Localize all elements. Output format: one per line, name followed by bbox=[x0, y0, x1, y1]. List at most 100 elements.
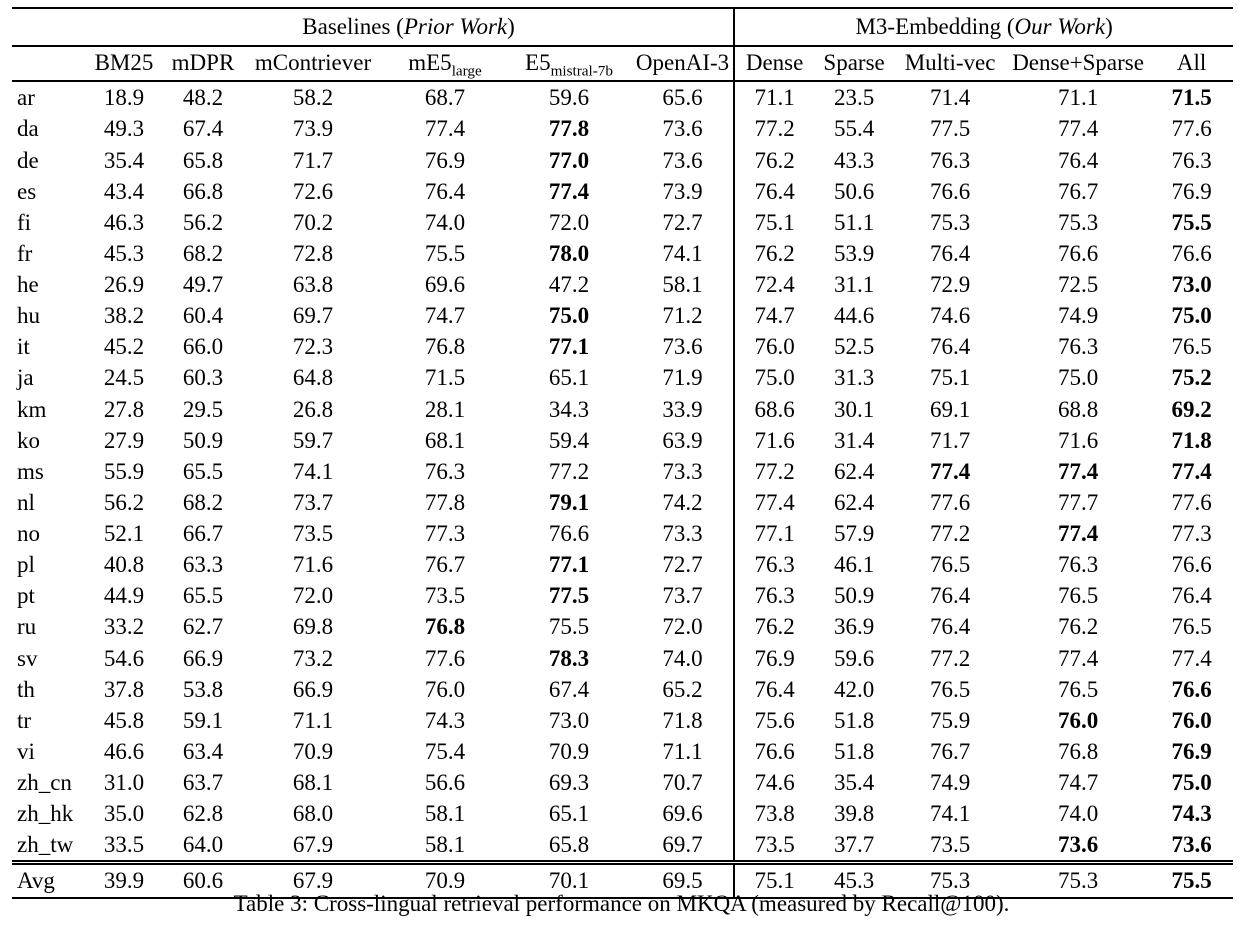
value-cell: 69.8 bbox=[292, 614, 334, 640]
value-cell: 74.6 bbox=[754, 770, 795, 795]
value-cell: 75.5 bbox=[1150, 860, 1234, 898]
value-cell: 76.2 bbox=[754, 147, 795, 173]
value-cell: 68.8 bbox=[1057, 396, 1099, 422]
column-header: Dense bbox=[734, 46, 815, 83]
value-cell: 23.5 bbox=[833, 85, 875, 111]
table-row: ms 55.9 65.5 74.1 76.3 77.2 73.3 77.2 62.4 77.4 77… bbox=[12, 455, 1233, 487]
value-cell: 70.9 bbox=[384, 860, 506, 898]
value-cell: 64.8 bbox=[292, 365, 334, 391]
value-cell: 69.2 bbox=[1171, 396, 1212, 422]
value-cell: 51.8 bbox=[833, 707, 875, 733]
value-cell: 31.4 bbox=[833, 427, 875, 453]
value-cell: 76.4 bbox=[424, 178, 466, 204]
value-cell: 77.2 bbox=[929, 645, 971, 671]
value-cell: 73.9 bbox=[292, 116, 334, 142]
value-cell: 77.2 bbox=[754, 458, 795, 484]
table-row: ja 24.5 60.3 64.8 71.5 65.1 71.9 75.0 31.3 75.1 75… bbox=[12, 362, 1233, 394]
value-cell: 69.7 bbox=[292, 303, 334, 329]
value-cell: 59.6 bbox=[548, 85, 590, 111]
value-cell: 76.3 bbox=[754, 552, 795, 578]
value-cell: 26.8 bbox=[292, 396, 334, 422]
value-cell: 63.7 bbox=[182, 770, 224, 795]
value-cell: 75.0 bbox=[548, 303, 590, 329]
value-cell: 76.4 bbox=[1171, 583, 1212, 609]
value-cell: 71.1 bbox=[1057, 85, 1099, 111]
table-row: ru 33.2 62.7 69.8 76.8 75.5 72.0 76.2 36.9 76.4 76… bbox=[12, 611, 1233, 643]
value-cell: 72.0 bbox=[548, 209, 590, 235]
lang-label: vi bbox=[17, 738, 35, 764]
value-cell: 77.6 bbox=[1171, 116, 1212, 142]
value-cell: 67.9 bbox=[242, 860, 384, 898]
value-cell: 53.9 bbox=[833, 240, 875, 266]
lang-label: Avg bbox=[12, 860, 84, 898]
value-cell: 72.7 bbox=[632, 206, 736, 238]
lang-label: he bbox=[17, 272, 39, 297]
value-cell: 60.6 bbox=[164, 860, 242, 898]
value-cell: 50.9 bbox=[182, 427, 224, 453]
value-cell: 76.6 bbox=[929, 178, 971, 204]
value-cell: 76.2 bbox=[754, 240, 795, 266]
value-cell: 74.1 bbox=[292, 458, 334, 484]
value-cell: 76.3 bbox=[1171, 147, 1212, 173]
value-cell: 64.0 bbox=[182, 832, 224, 858]
value-cell: 75.4 bbox=[424, 738, 466, 764]
value-cell: 37.8 bbox=[103, 676, 145, 702]
table-row: zh_cn 31.0 63.7 68.1 56.6 69.3 70.7 74.6 35.4 74.… bbox=[12, 767, 1233, 799]
value-cell: 33.5 bbox=[103, 832, 145, 858]
value-cell: 39.9 bbox=[84, 860, 164, 898]
value-cell: 72.5 bbox=[1057, 272, 1099, 297]
value-cell: 35.0 bbox=[103, 801, 145, 827]
value-cell: 77.5 bbox=[929, 116, 971, 142]
value-cell: 77.4 bbox=[929, 458, 971, 484]
value-cell: 76.0 bbox=[1057, 707, 1099, 733]
value-cell: 77.4 bbox=[548, 178, 590, 204]
value-cell: 68.0 bbox=[292, 801, 334, 827]
column-header: mE5large bbox=[384, 46, 506, 83]
value-cell: 76.3 bbox=[1057, 334, 1099, 360]
value-cell: 76.4 bbox=[929, 240, 971, 266]
value-cell: 53.8 bbox=[182, 676, 224, 702]
table-row: zh_tw 33.5 64.0 67.9 58.1 65.8 69.7 73.5 37.7 73.… bbox=[12, 829, 1233, 863]
value-cell: 45.3 bbox=[814, 860, 895, 898]
value-cell: 71.8 bbox=[1171, 427, 1212, 453]
value-cell: 73.5 bbox=[929, 832, 971, 858]
value-cell: 76.3 bbox=[1057, 552, 1099, 578]
value-cell: 69.1 bbox=[929, 396, 971, 422]
value-cell: 78.3 bbox=[548, 645, 590, 671]
value-cell: 74.9 bbox=[929, 770, 971, 795]
value-cell: 71.1 bbox=[632, 735, 736, 767]
lang-label: fi bbox=[17, 209, 32, 235]
value-cell: 77.2 bbox=[754, 116, 795, 142]
value-cell: 55.9 bbox=[103, 458, 145, 484]
value-cell: 75.3 bbox=[1006, 860, 1151, 898]
value-cell: 68.1 bbox=[424, 427, 466, 453]
value-cell: 77.1 bbox=[754, 521, 795, 546]
value-cell: 76.5 bbox=[1057, 583, 1099, 609]
value-cell: 69.5 bbox=[632, 860, 736, 898]
value-cell: 71.7 bbox=[929, 427, 971, 453]
value-cell: 72.8 bbox=[292, 240, 334, 266]
value-cell: 75.3 bbox=[1057, 209, 1099, 235]
table-row: tr 45.8 59.1 71.1 74.3 73.0 71.8 75.6 51.8 75.9 76… bbox=[12, 704, 1233, 736]
value-cell: 73.6 bbox=[632, 331, 736, 363]
lang-label: ar bbox=[17, 85, 35, 111]
value-cell: 71.5 bbox=[1171, 85, 1212, 111]
value-cell: 56.2 bbox=[103, 489, 145, 515]
value-cell: 76.8 bbox=[1057, 738, 1099, 764]
value-cell: 76.6 bbox=[1171, 552, 1212, 578]
value-cell: 75.5 bbox=[424, 240, 466, 266]
value-cell: 77.8 bbox=[548, 116, 590, 142]
value-cell: 76.5 bbox=[1057, 676, 1099, 702]
value-cell: 73.6 bbox=[632, 113, 736, 145]
table-row: it 45.2 66.0 72.3 76.8 77.1 73.6 76.0 52.5 76.4 76… bbox=[12, 331, 1233, 363]
value-cell: 70.1 bbox=[506, 860, 632, 898]
group-header-row: Baselines (Prior Work) M3-Embedding (Our … bbox=[12, 8, 1234, 48]
value-cell: 33.2 bbox=[103, 614, 145, 640]
value-cell: 77.8 bbox=[424, 489, 466, 515]
value-cell: 76.4 bbox=[1057, 147, 1099, 173]
value-cell: 76.7 bbox=[929, 738, 971, 764]
value-cell: 52.5 bbox=[833, 334, 875, 360]
table-row: hu 38.2 60.4 69.7 74.7 75.0 71.2 74.7 44.6 74.6 74… bbox=[12, 300, 1233, 332]
lang-label: no bbox=[17, 521, 40, 546]
value-cell: 76.6 bbox=[1171, 240, 1212, 266]
